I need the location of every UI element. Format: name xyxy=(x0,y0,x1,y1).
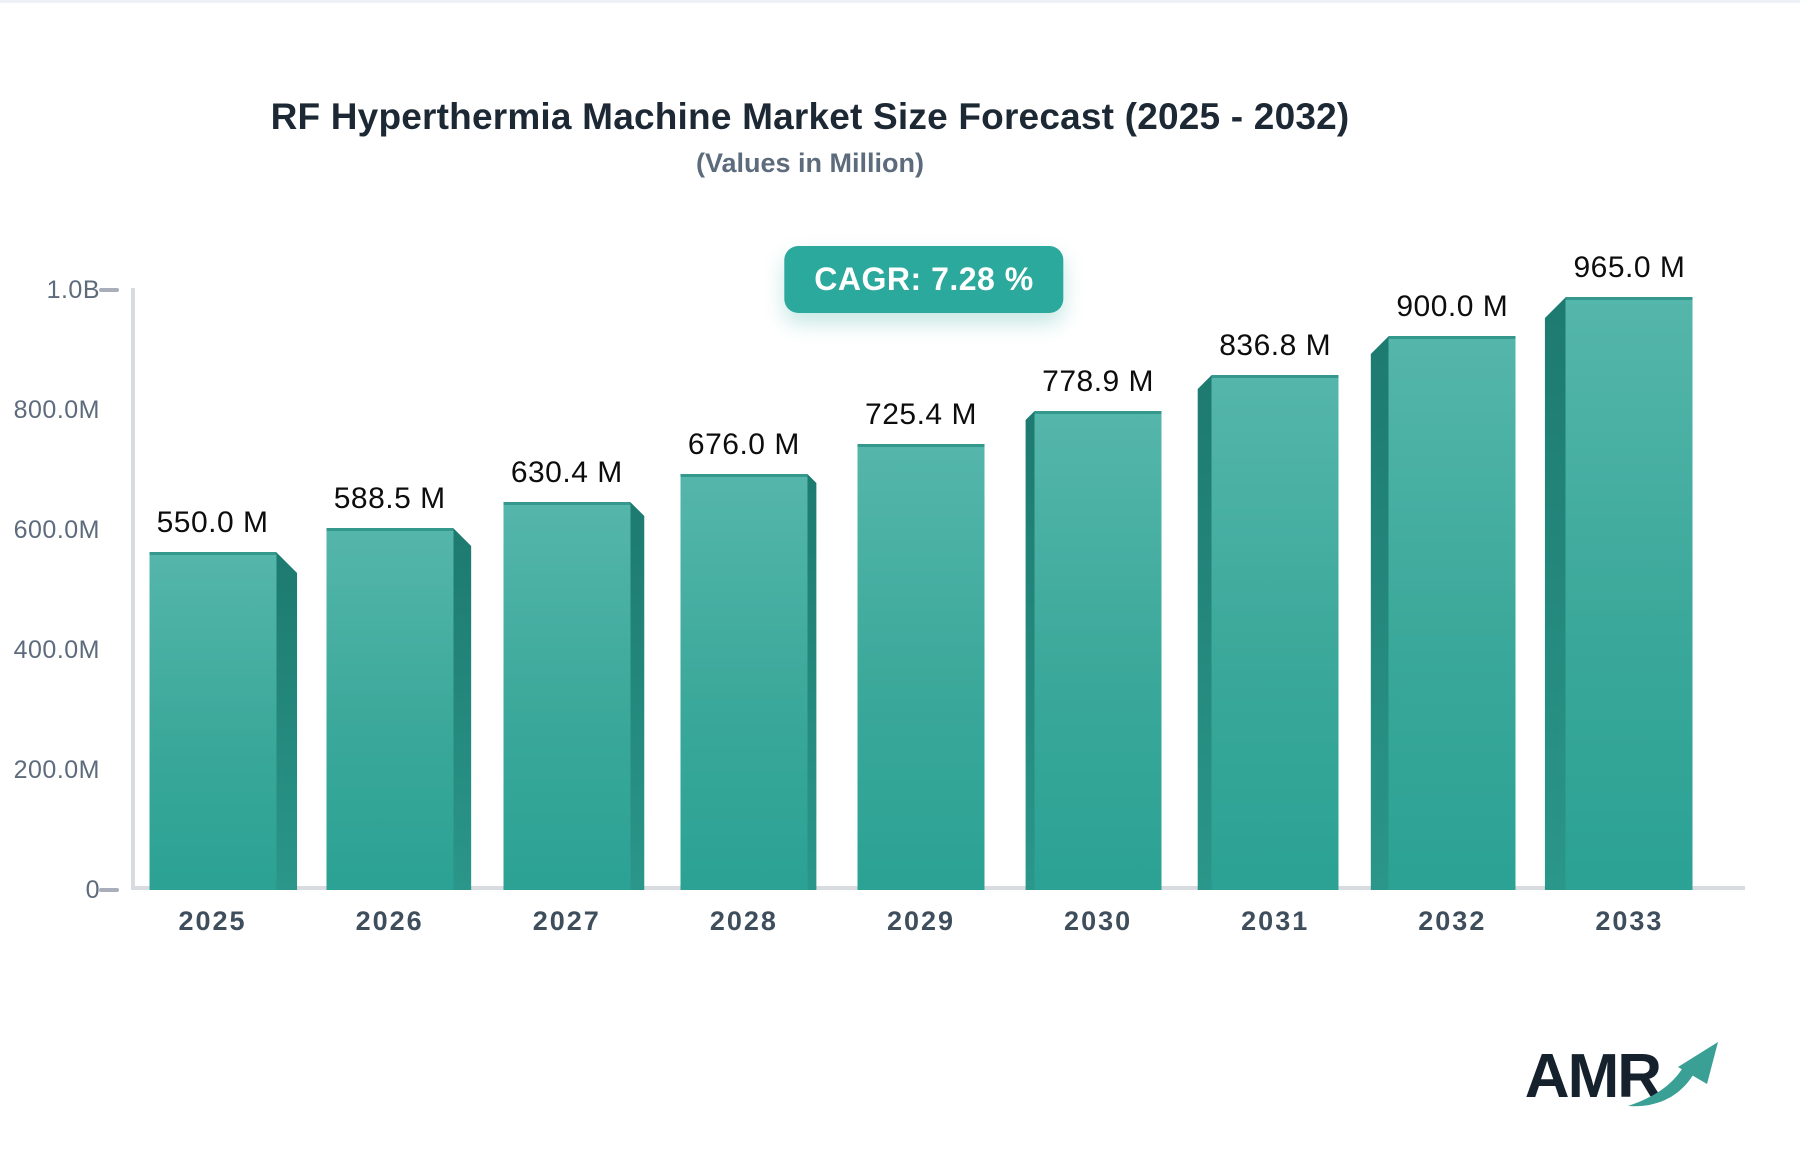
chart-subtitle: (Values in Million) xyxy=(695,148,925,178)
bar xyxy=(1544,297,1693,890)
bar xyxy=(326,528,472,890)
bar-front-face xyxy=(326,528,454,890)
plot-area: 550.0 M 2025 588.5 M 2026 630.4 M 2027 676.0 M… xyxy=(124,251,1718,936)
y-tick-label: 0 xyxy=(85,876,100,904)
bar-side-face xyxy=(807,474,817,890)
bar-slot: 965.0 M 2033 xyxy=(1541,251,1718,936)
amr-logo-text: AMR xyxy=(1524,1042,1662,1111)
bar xyxy=(1197,375,1339,890)
cagr-badge: CAGR: 7.28 % xyxy=(784,246,1064,313)
x-axis-year-label: 2029 xyxy=(886,906,956,936)
y-tick-label: 200.0M xyxy=(13,756,100,784)
bar-slot: 588.5 M 2026 xyxy=(301,290,478,936)
bar-front-face xyxy=(857,444,985,890)
bar-value-label: 965.0 M xyxy=(1573,251,1686,284)
y-tick-label: 800.0M xyxy=(13,396,100,424)
bar-front-face xyxy=(1565,297,1693,890)
bar-slot: 778.9 M 2030 xyxy=(1010,290,1187,936)
bar-side-face xyxy=(1025,411,1035,890)
bar-side-face xyxy=(630,502,645,890)
y-axis: 1.0B 800.0M 600.0M 400.0M 200.0M 0 xyxy=(0,0,119,1156)
bar-side-face xyxy=(1197,375,1212,890)
bar-slot: 900.0 M 2032 xyxy=(1364,290,1541,936)
bar-slot: 725.4 M 2029 xyxy=(832,290,1009,936)
bar xyxy=(680,474,817,890)
bar-side-face xyxy=(453,528,472,890)
x-axis-year-label: 2026 xyxy=(355,906,424,936)
bar-value-label: 900.0 M xyxy=(1396,290,1509,323)
amr-logo: AMR xyxy=(1525,1040,1722,1108)
bar-side-face xyxy=(1544,297,1566,890)
bar-front-face xyxy=(149,552,277,890)
x-axis-year-label: 2033 xyxy=(1595,906,1664,936)
x-axis-year-label: 2027 xyxy=(532,906,601,936)
x-axis-year-label: 2028 xyxy=(709,906,778,936)
bar-front-face xyxy=(680,474,808,890)
bar-front-face xyxy=(503,502,631,890)
chart-title: RF Hyperthermia Machine Market Size Fore… xyxy=(270,96,1350,137)
y-tick-label: 600.0M xyxy=(13,516,100,544)
bar-value-label: 836.8 M xyxy=(1219,329,1332,362)
bar-front-face xyxy=(1034,411,1162,890)
y-tick-label: 1.0B xyxy=(46,276,100,304)
growth-arrow-icon xyxy=(1628,1042,1718,1107)
page-top-edge xyxy=(0,0,1800,3)
bar-value-label: 630.4 M xyxy=(510,456,623,489)
bar-front-face xyxy=(1388,336,1516,890)
y-tick-mark xyxy=(99,888,119,892)
x-axis-year-label: 2025 xyxy=(178,906,247,936)
bar-value-label: 588.5 M xyxy=(333,482,446,515)
bar-slot: 676.0 M 2028 xyxy=(655,290,832,936)
bar-front-face xyxy=(1211,375,1339,890)
bar-side-face xyxy=(276,552,298,890)
bar-slot: 550.0 M 2025 xyxy=(124,290,301,936)
bar-side-face xyxy=(1370,336,1389,890)
bar xyxy=(1025,411,1162,890)
bar-slot: 630.4 M 2027 xyxy=(478,290,655,936)
bar-value-label: 550.0 M xyxy=(156,506,269,539)
bar xyxy=(149,552,298,890)
bar xyxy=(857,444,985,890)
bar xyxy=(503,502,645,890)
bar-value-label: 725.4 M xyxy=(865,398,977,431)
x-axis-year-label: 2031 xyxy=(1241,906,1310,936)
y-tick-label: 400.0M xyxy=(13,636,100,664)
x-axis-year-label: 2030 xyxy=(1064,906,1133,936)
bar-value-label: 778.9 M xyxy=(1042,365,1155,398)
bar xyxy=(1370,336,1516,890)
x-axis-year-label: 2032 xyxy=(1418,906,1487,936)
bar-slot: 836.8 M 2031 xyxy=(1187,290,1364,936)
y-axis-line xyxy=(131,288,135,890)
y-tick-mark xyxy=(99,288,119,292)
bar-value-label: 676.0 M xyxy=(687,428,800,461)
